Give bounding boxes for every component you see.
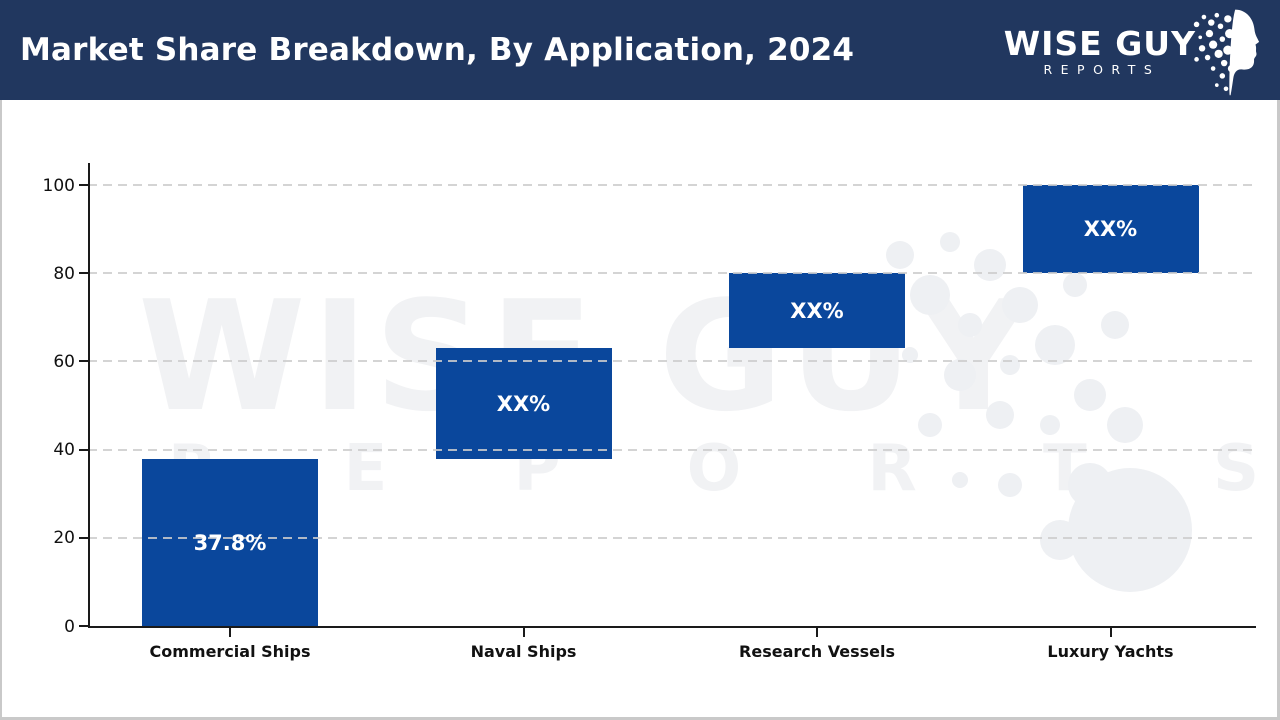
x-axis-spine: [88, 626, 1256, 628]
bar-value-label: XX%: [1083, 217, 1138, 242]
category-label: Commercial Ships: [149, 642, 311, 661]
y-tick-mark: [79, 536, 88, 539]
page-edge-bottom: [0, 717, 1280, 720]
page-edge-left: [0, 100, 2, 720]
gridline: [88, 448, 1256, 451]
header: Market Share Breakdown, By Application, …: [0, 0, 1280, 100]
x-tick-mark: [816, 628, 818, 637]
bar-value-label: XX%: [496, 391, 551, 416]
brand-logo-text: WISE GUY REPORTS: [1004, 26, 1196, 78]
bar-value-label: 37.8%: [193, 530, 267, 555]
bar-segment: [1022, 185, 1199, 274]
y-axis-spine: [88, 163, 90, 628]
bar-segment: [435, 348, 612, 460]
watermark-face: [860, 232, 1192, 592]
gridline: [88, 184, 1256, 186]
y-tick-label: 100: [42, 175, 75, 196]
y-tick-mark: [79, 360, 88, 363]
bar-segment: [142, 459, 318, 626]
category-label: Naval Ships: [470, 642, 577, 661]
y-tick-label: 0: [64, 616, 75, 637]
x-tick-mark: [229, 628, 231, 637]
y-tick-mark: [79, 184, 88, 186]
x-tick-mark: [1109, 628, 1112, 637]
y-tick-mark: [79, 272, 88, 275]
brand-logo: WISE GUY REPORTS: [1004, 6, 1266, 98]
page-edge-right: [1277, 100, 1280, 720]
brand-subname: REPORTS: [1043, 62, 1161, 77]
gridline: [88, 360, 1256, 363]
y-tick-label: 80: [53, 263, 75, 284]
y-tick-label: 40: [53, 440, 75, 461]
gridline: [88, 272, 1256, 275]
brand-face-icon: [1193, 9, 1260, 96]
category-label: Research Vessels: [739, 642, 895, 661]
category-label: Luxury Yachts: [1047, 642, 1174, 661]
y-tick-mark: [79, 625, 88, 627]
bar-value-label: XX%: [790, 298, 844, 323]
y-tick-mark: [79, 448, 88, 451]
brand-name: WISE GUY: [1003, 24, 1196, 63]
x-tick-mark: [522, 628, 525, 637]
bar-segment: [729, 273, 905, 349]
gridline: [88, 536, 1256, 539]
y-tick-label: 20: [53, 528, 75, 549]
page-title: Market Share Breakdown, By Application, …: [20, 32, 855, 68]
y-tick-label: 60: [53, 351, 75, 372]
